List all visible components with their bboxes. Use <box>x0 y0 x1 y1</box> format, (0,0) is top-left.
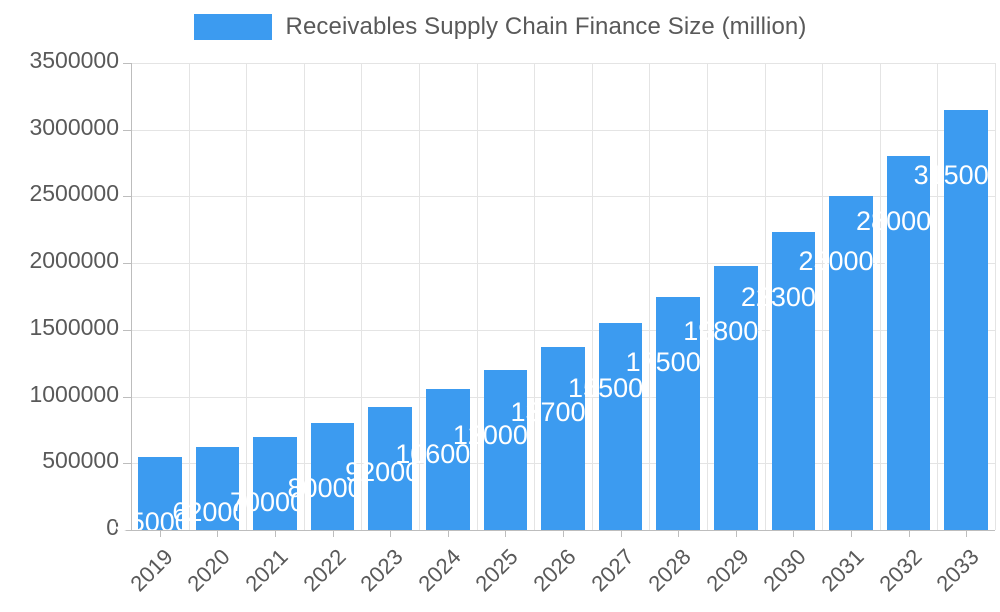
gridline-vertical <box>937 63 939 530</box>
y-axis-tick-mark <box>123 263 131 265</box>
y-axis-tick-mark <box>123 129 131 131</box>
y-axis-tick-mark <box>123 463 131 465</box>
bar[interactable] <box>137 456 182 530</box>
x-axis-tick-mark <box>735 530 737 537</box>
gridline-vertical <box>361 63 363 530</box>
y-axis-tick-label: 3000000 <box>29 113 119 140</box>
bar[interactable] <box>771 232 816 530</box>
y-axis-tick-mark <box>123 63 131 64</box>
x-axis-tick-label: 2024 <box>413 544 466 597</box>
y-axis-tick-mark <box>123 530 131 531</box>
gridline-vertical <box>995 63 996 530</box>
gridline-horizontal <box>131 129 995 131</box>
gridline-vertical <box>188 63 190 530</box>
x-axis-tick-mark <box>620 530 622 537</box>
y-axis-tick-label: 2000000 <box>29 247 119 274</box>
gridline-vertical <box>822 63 824 530</box>
x-axis-tick-label: 2029 <box>701 544 754 597</box>
x-axis-tick-label: 2032 <box>873 544 927 597</box>
bar[interactable] <box>656 296 701 530</box>
gridline-vertical <box>764 63 766 530</box>
gridline-horizontal <box>131 196 995 198</box>
x-axis-tick-label: 2027 <box>585 544 639 597</box>
x-axis-tick-label: 2025 <box>470 544 524 597</box>
y-axis-tick-mark <box>123 196 131 198</box>
x-axis-tick-label: 2023 <box>355 544 408 597</box>
gridline-vertical <box>246 63 248 530</box>
x-axis-tick-mark <box>505 530 507 537</box>
x-axis-tick-mark <box>332 530 334 537</box>
x-axis-tick-label: 2028 <box>643 544 696 597</box>
x-axis-tick-mark <box>159 530 161 537</box>
x-axis-tick-mark <box>678 530 680 537</box>
bar[interactable] <box>829 196 873 530</box>
gridline-horizontal <box>131 63 995 64</box>
bar[interactable] <box>195 447 240 530</box>
x-axis-tick-mark <box>390 530 392 537</box>
x-axis: 2019 2020 2021 2022 2023 2024 2025 2026 2027 2028… <box>0 530 1000 600</box>
x-axis-tick-mark <box>217 530 219 537</box>
bar[interactable] <box>425 388 470 530</box>
x-axis-tick-mark <box>275 530 276 537</box>
x-axis-tick-label: 2019 <box>125 544 178 597</box>
y-axis-tick-mark <box>123 329 131 331</box>
bar[interactable] <box>368 407 413 530</box>
x-axis-tick-mark <box>793 530 795 537</box>
y-axis-tick-label: 1500000 <box>29 313 119 340</box>
bar[interactable] <box>541 347 585 530</box>
bar[interactable] <box>598 323 643 530</box>
y-axis-tick-mark <box>123 396 131 398</box>
gridline-vertical <box>707 63 708 530</box>
gridline-horizontal <box>131 329 995 331</box>
y-axis-tick-label: 500000 <box>42 447 119 474</box>
gridline-vertical <box>419 63 420 530</box>
y-axis: 0 500000 1000000 1500000 2000000 2500000 30000… <box>0 0 131 600</box>
gridline-vertical <box>534 63 536 530</box>
plot-area: 550000 620000 700000 800000 920000 1060000 120… <box>115 63 1000 537</box>
legend-label: Receivables Supply Chain Finance Size (m… <box>285 13 807 40</box>
x-axis-tick-mark <box>447 530 449 537</box>
bar[interactable] <box>713 265 758 530</box>
x-axis-tick-mark <box>851 530 852 537</box>
bar[interactable] <box>310 423 355 530</box>
y-axis-tick-label: 1000000 <box>29 380 119 407</box>
x-axis-tick-label: 2021 <box>240 544 293 597</box>
y-axis-tick-label: 0 <box>106 514 119 540</box>
gridline-vertical <box>879 63 881 530</box>
y-axis-tick-label: 3500000 <box>29 47 119 73</box>
bar[interactable] <box>944 109 989 530</box>
bar[interactable] <box>483 369 528 530</box>
x-axis-tick-mark <box>966 530 968 537</box>
x-axis-tick-mark <box>563 530 564 537</box>
x-axis-tick-label: 2022 <box>297 544 351 597</box>
x-axis-tick-label: 2031 <box>816 544 869 597</box>
gridline-vertical <box>649 63 651 530</box>
x-axis-tick-label: 2033 <box>931 544 984 597</box>
x-axis-tick-label: 2020 <box>182 544 236 597</box>
y-axis-line <box>131 63 132 531</box>
y-axis-tick-label: 2500000 <box>29 180 119 207</box>
x-axis-tick-label: 2030 <box>758 544 812 597</box>
x-axis-tick-mark <box>908 530 910 537</box>
gridline-vertical <box>591 63 593 530</box>
bar[interactable] <box>253 436 297 530</box>
chart-legend: Receivables Supply Chain Finance Size (m… <box>0 8 1000 46</box>
gridline-horizontal <box>131 263 995 265</box>
bar[interactable] <box>886 156 931 530</box>
gridline-vertical <box>303 63 305 530</box>
legend-swatch-icon <box>193 14 272 40</box>
x-axis-tick-label: 2026 <box>528 544 581 597</box>
gridline-vertical <box>476 63 478 530</box>
